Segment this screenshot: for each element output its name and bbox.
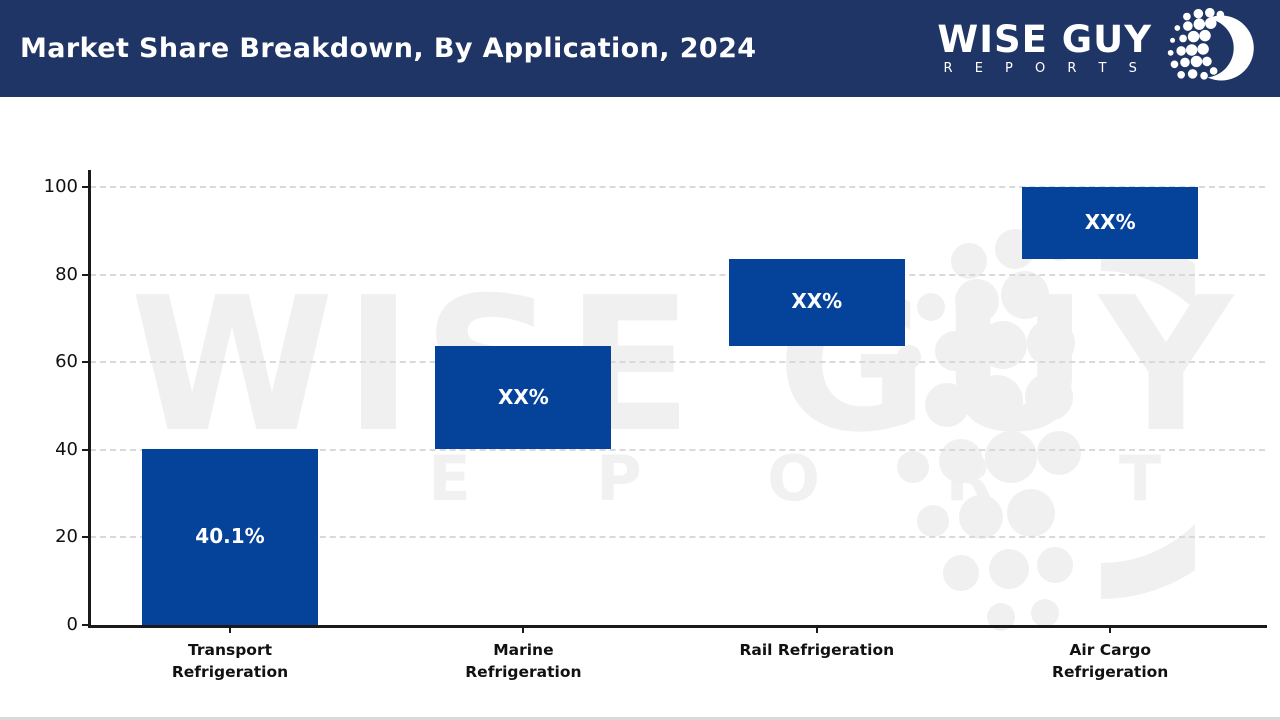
bar-segment [1022,187,1199,259]
gridline [90,273,1265,276]
category-label-line: Refrigeration [1052,663,1169,682]
gridline [90,448,1265,451]
bar-value-label: XX% [1084,209,1136,234]
brand-name-top: WISE GUY [937,18,1152,61]
category-label: Rail Refrigeration [667,639,967,661]
brand-wordmark: WISE GUY R E P O R T S [937,21,1152,76]
gridline [90,186,1265,188]
category-label-line: Rail Refrigeration [739,641,895,659]
y-axis-tick-label: 40 [55,438,78,460]
brand-logo: WISE GUY R E P O R T S [937,6,1254,92]
category-label-line: Transport [187,641,273,659]
bar-segment [728,258,905,346]
y-axis-tick [82,624,90,626]
bar-value-label: XX% [497,384,549,409]
y-axis-tick [82,273,90,276]
x-axis-tick [1109,625,1112,633]
watermark-text-secondary: R E P O R T S [255,442,1280,515]
bar-value-label: XX% [791,289,843,314]
category-label: Marine Refrigeration [373,639,673,684]
y-axis-tick [82,448,90,451]
bottom-border [0,717,1280,720]
y-axis [88,170,91,627]
y-axis-tick-label: 60 [55,351,78,373]
bar-value-label: 40.1% [195,524,265,549]
category-label-line: Marine [493,641,554,659]
y-axis-tick [82,186,90,188]
chart-area: WISE GUY R E P O R T S 0 20 40 60 80 100 40.1%… [0,97,1280,720]
category-label-line: Refrigeration [171,663,289,682]
category-label: Air Cargo Refrigeration [960,639,1260,684]
y-axis-tick-label: 80 [55,263,78,285]
y-axis-tick [82,536,90,539]
bar-segment [142,449,318,625]
brand-head-icon [1167,7,1254,81]
y-axis-tick-label: 100 [43,176,78,197]
watermark-head-icon [887,229,1195,631]
gridline [90,361,1265,364]
x-axis-tick [229,625,231,633]
y-axis-tick-label: 20 [55,526,78,548]
x-axis-tick [522,625,525,633]
x-axis-tick [815,625,818,633]
y-axis-tick-label: 0 [66,614,78,635]
brand-name-bottom: R E P O R T S [943,61,1146,76]
y-axis-tick [82,361,90,364]
bar-segment [435,345,612,450]
gridline [90,536,1265,539]
header-bar: Market Share Breakdown, By Application, … [0,0,1280,97]
category-label-line: Refrigeration [465,663,582,682]
page-title: Market Share Breakdown, By Application, … [20,33,757,64]
category-label: Transport Refrigeration [80,639,380,684]
x-axis [88,625,1267,628]
category-label-line: Air Cargo [1069,641,1151,659]
